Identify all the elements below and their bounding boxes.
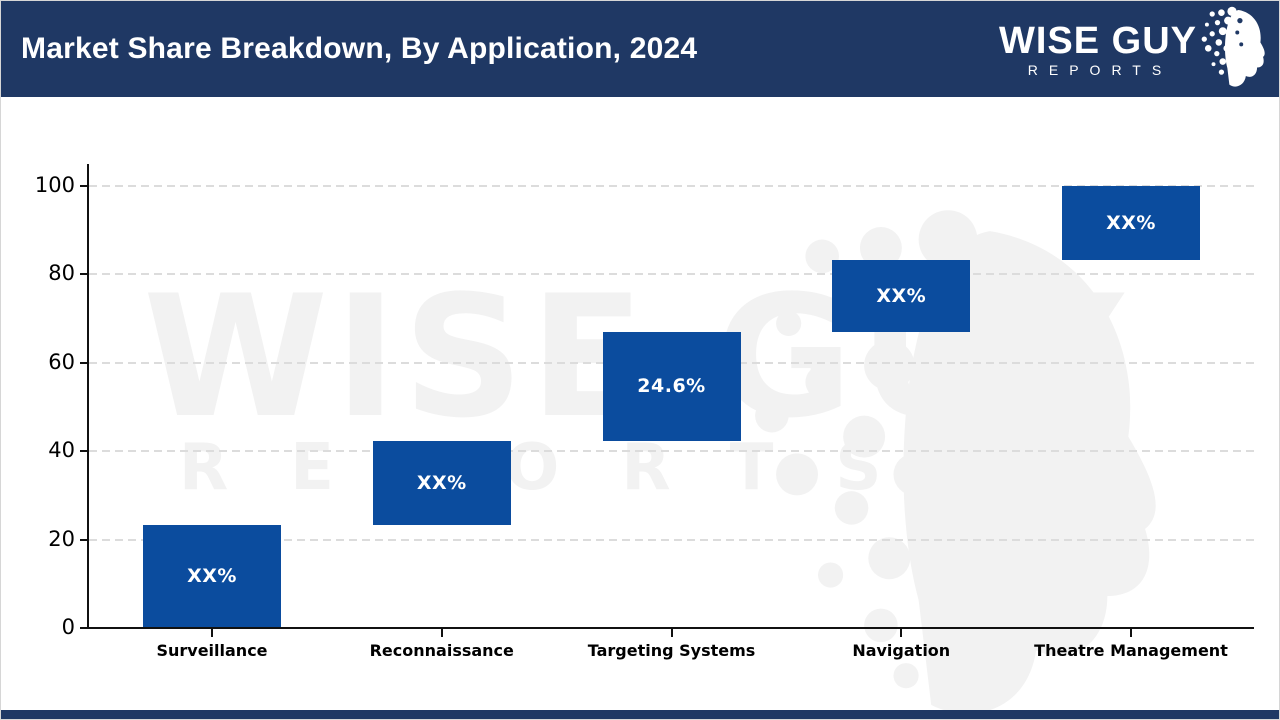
bar-value-label: XX% (1106, 211, 1156, 234)
bar-theatre-management: XX% (1062, 185, 1200, 261)
y-axis-tick-label: 60 (48, 349, 75, 374)
watermark-head-icon (755, 210, 1156, 714)
y-axis-tick-label: 100 (34, 172, 75, 197)
bar-value-label: XX% (416, 471, 467, 494)
logo-subtext: REPORTS (1027, 61, 1173, 78)
bar-targeting-systems: 24.6% (602, 331, 741, 441)
gridline (89, 538, 1254, 541)
y-axis-tick (80, 361, 88, 364)
footer-bar (1, 710, 1279, 719)
chart-title: Market Share Breakdown, By Application, … (21, 32, 698, 65)
x-axis-category-label: Reconnaissance (369, 641, 514, 660)
logo-wordmark: WISE GUY (998, 19, 1197, 62)
x-axis-category-label: Surveillance (156, 641, 268, 660)
y-axis-tick (80, 184, 88, 187)
bar-surveillance: XX% (143, 524, 281, 628)
y-axis-line (87, 164, 89, 629)
logo-head-icon (1201, 6, 1265, 87)
y-axis-tick-label: 20 (48, 526, 75, 551)
gridline (89, 450, 1254, 452)
gridline (89, 273, 1254, 275)
watermark-subtext: REPORTS (179, 431, 944, 505)
logo-text: WISE GUY REPORTS (999, 22, 1197, 77)
x-axis-tick (900, 629, 903, 637)
bar-value-label: XX% (187, 565, 237, 588)
x-axis-line (87, 627, 1254, 629)
bar-reconnaissance: XX% (372, 440, 511, 525)
x-axis-category-label: Navigation (852, 641, 951, 660)
y-axis-tick (80, 627, 88, 629)
y-axis-tick-label: 40 (48, 438, 75, 462)
y-axis-tick-label: 0 (61, 615, 75, 639)
x-axis-category-label: Targeting Systems (587, 641, 756, 660)
bar-value-label: XX% (876, 285, 927, 308)
bar-value-label: 24.6% (637, 375, 706, 398)
header-bar: Market Share Breakdown, By Application, … (1, 1, 1279, 97)
x-axis-category-label: Theatre Management (1034, 641, 1228, 660)
y-axis-tick (80, 273, 88, 275)
bar-navigation: XX% (832, 260, 971, 332)
x-axis-tick (440, 629, 443, 637)
gridline (89, 184, 1254, 187)
x-axis-tick (211, 629, 213, 637)
y-axis-tick-label: 80 (48, 261, 75, 285)
x-axis-tick (670, 629, 673, 637)
x-axis-tick (1130, 629, 1132, 637)
y-axis-tick (80, 450, 88, 452)
wise-guy-logo: WISE GUY REPORTS (999, 6, 1265, 92)
y-axis-tick (80, 538, 88, 541)
